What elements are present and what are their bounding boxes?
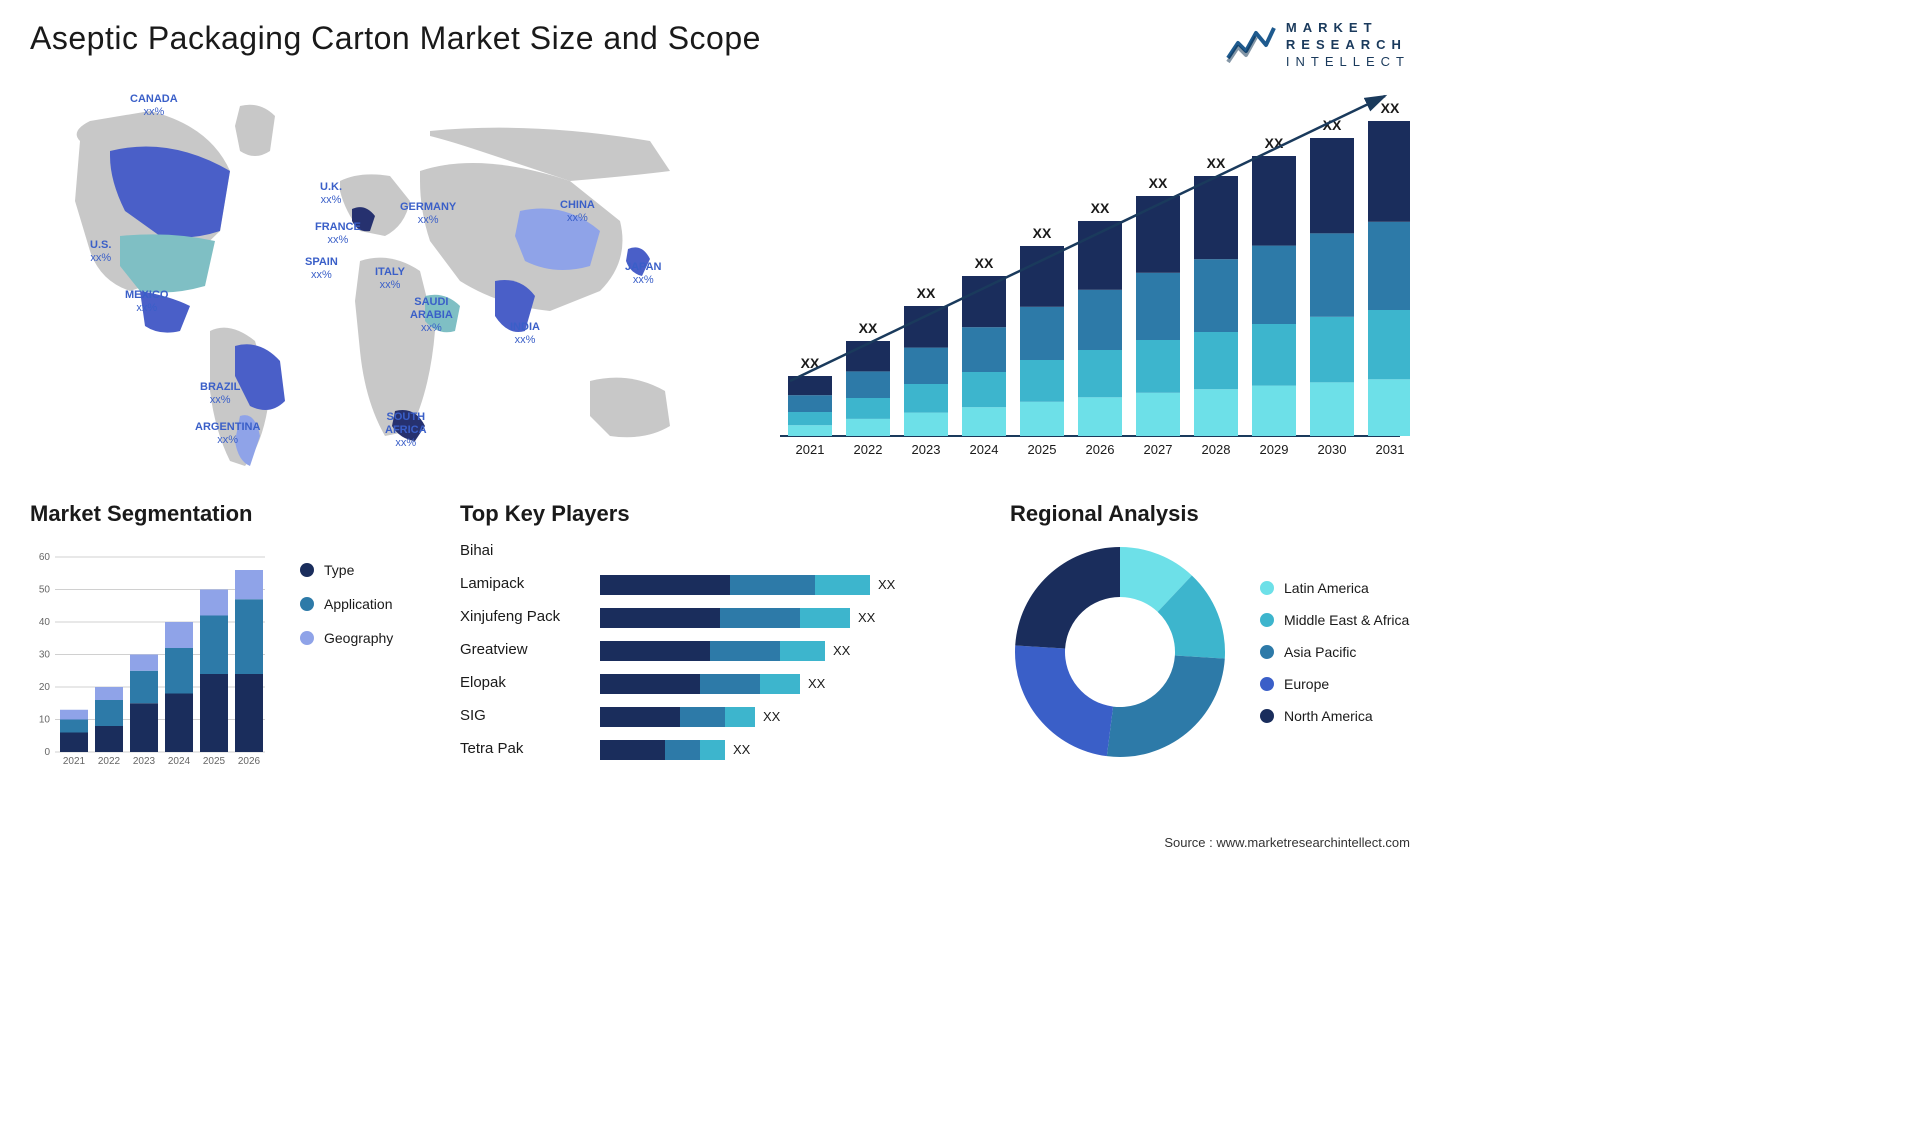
segmentation-legend: Type Application Geography <box>300 542 393 772</box>
kp-bar-row: XX <box>600 674 990 694</box>
svg-text:10: 10 <box>39 714 51 725</box>
svg-text:2025: 2025 <box>1028 442 1057 457</box>
legend-item: Application <box>300 596 393 612</box>
legend-item: Geography <box>300 630 393 646</box>
map-label: INDIAxx% <box>510 321 540 347</box>
map-label: CHINAxx% <box>560 199 595 225</box>
svg-text:2030: 2030 <box>1318 442 1347 457</box>
map-label: ITALYxx% <box>375 266 405 292</box>
svg-text:2022: 2022 <box>98 756 121 767</box>
logo-line1: MARKET <box>1286 20 1410 37</box>
key-players-bars: XX XX XX XX XX XX <box>600 542 990 760</box>
svg-text:2029: 2029 <box>1260 442 1289 457</box>
logo-line3: INTELLECT <box>1286 54 1410 71</box>
segmentation-chart: 0 10 20 30 40 50 60 2021 2022 2023 2024 2025 2026 <box>30 542 280 772</box>
legend-item: Europe <box>1260 676 1409 692</box>
svg-text:2026: 2026 <box>238 756 261 767</box>
svg-text:XX: XX <box>1091 200 1110 216</box>
svg-text:50: 50 <box>39 584 51 595</box>
svg-text:2023: 2023 <box>912 442 941 457</box>
svg-text:60: 60 <box>39 552 51 563</box>
svg-text:2025: 2025 <box>203 756 226 767</box>
svg-text:2027: 2027 <box>1144 442 1173 457</box>
kp-label: Elopak <box>460 674 600 694</box>
svg-text:XX: XX <box>1149 175 1168 191</box>
svg-text:XX: XX <box>1033 225 1052 241</box>
kp-label: Lamipack <box>460 575 600 595</box>
legend-item: Asia Pacific <box>1260 644 1409 660</box>
regional-title: Regional Analysis <box>1010 501 1410 527</box>
svg-text:2023: 2023 <box>133 756 156 767</box>
legend-item: Type <box>300 562 393 578</box>
kp-bar-row: XX <box>600 575 990 595</box>
svg-text:20: 20 <box>39 682 51 693</box>
svg-text:0: 0 <box>44 747 50 758</box>
world-map-panel: CANADAxx% U.S.xx% MEXICOxx% BRAZILxx% ARGENT… <box>30 81 730 481</box>
logo: MARKET RESEARCH INTELLECT <box>1226 20 1410 71</box>
kp-label: SIG <box>460 707 600 727</box>
map-label: FRANCExx% <box>315 221 361 247</box>
map-label: SOUTHAFRICAxx% <box>385 411 427 451</box>
svg-text:XX: XX <box>917 285 936 301</box>
map-label: GERMANYxx% <box>400 201 456 227</box>
logo-line2: RESEARCH <box>1286 37 1410 54</box>
growth-chart-panel: XX 2021 XX 2022 XX 2023 XX 2024 XX 2025 XX 2026 XX 20… <box>760 81 1410 481</box>
logo-mark-icon <box>1226 23 1276 68</box>
svg-text:2031: 2031 <box>1376 442 1405 457</box>
svg-text:XX: XX <box>975 255 994 271</box>
svg-text:XX: XX <box>1381 100 1400 116</box>
kp-bar-row: XX <box>600 740 990 760</box>
map-label: BRAZILxx% <box>200 381 240 407</box>
legend-item: Latin America <box>1260 580 1409 596</box>
kp-bar-row: XX <box>600 608 990 628</box>
regional-legend: Latin America Middle East & Africa Asia Pa… <box>1260 580 1409 724</box>
legend-item: North America <box>1260 708 1409 724</box>
key-players-labels: Bihai Lamipack Xinjufeng Pack Greatview Elop… <box>460 542 600 760</box>
svg-text:2022: 2022 <box>854 442 883 457</box>
regional-donut <box>1010 542 1230 762</box>
key-players-panel: Top Key Players Bihai Lamipack Xinjufeng P… <box>460 501 990 781</box>
svg-text:2024: 2024 <box>168 756 191 767</box>
svg-text:2021: 2021 <box>63 756 86 767</box>
map-label: CANADAxx% <box>130 93 178 119</box>
map-label: JAPANxx% <box>625 261 661 287</box>
map-label: SAUDIARABIAxx% <box>410 296 453 336</box>
kp-label: Xinjufeng Pack <box>460 608 600 628</box>
growth-chart: XX 2021 XX 2022 XX 2023 XX 2024 XX 2025 XX 2026 XX 20… <box>760 81 1410 481</box>
segmentation-panel: Market Segmentation 0 10 20 30 40 50 60 2021 202… <box>30 501 440 781</box>
map-label: MEXICOxx% <box>125 289 168 315</box>
svg-text:40: 40 <box>39 617 51 628</box>
svg-text:2021: 2021 <box>796 442 825 457</box>
page-title: Aseptic Packaging Carton Market Size and… <box>30 20 761 57</box>
key-players-title: Top Key Players <box>460 501 990 527</box>
svg-text:XX: XX <box>859 320 878 336</box>
kp-bar-row <box>600 542 990 562</box>
kp-bar-row: XX <box>600 707 990 727</box>
kp-bar-row: XX <box>600 641 990 661</box>
map-label: U.S.xx% <box>90 239 111 265</box>
kp-label: Greatview <box>460 641 600 661</box>
map-label: SPAINxx% <box>305 256 338 282</box>
svg-text:2026: 2026 <box>1086 442 1115 457</box>
legend-item: Middle East & Africa <box>1260 612 1409 628</box>
svg-text:2024: 2024 <box>970 442 999 457</box>
map-label: U.K.xx% <box>320 181 342 207</box>
source-text: Source : www.marketresearchintellect.com <box>1164 835 1410 850</box>
map-label: ARGENTINAxx% <box>195 421 260 447</box>
regional-panel: Regional Analysis Latin America Middle Ea… <box>1010 501 1410 781</box>
svg-text:30: 30 <box>39 649 51 660</box>
kp-label: Bihai <box>460 542 600 562</box>
segmentation-title: Market Segmentation <box>30 501 440 527</box>
kp-label: Tetra Pak <box>460 740 600 760</box>
svg-text:XX: XX <box>1207 155 1226 171</box>
svg-text:2028: 2028 <box>1202 442 1231 457</box>
